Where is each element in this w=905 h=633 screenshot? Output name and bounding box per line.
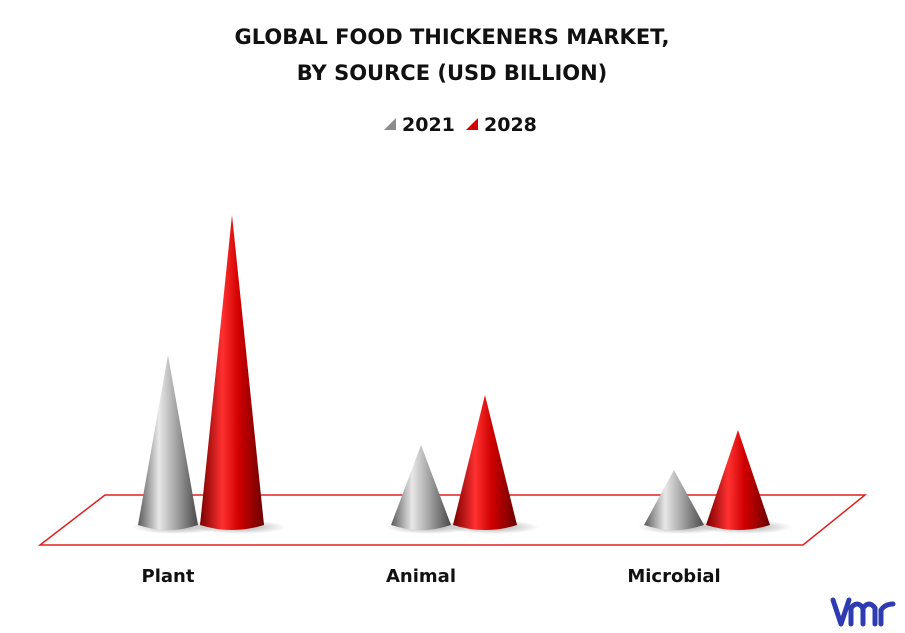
cone-microbial-2021	[638, 470, 726, 534]
cone-microbial-2028	[700, 430, 792, 534]
category-label-microbial: Microbial	[627, 566, 720, 587]
legend-item-2021: 2021	[384, 114, 455, 136]
cone-body	[644, 470, 704, 530]
cone-plant-2028	[194, 215, 286, 534]
legend-label-2028: 2028	[484, 114, 537, 136]
legend-swatch-2021	[384, 118, 396, 130]
vmr-logo-icon	[830, 597, 896, 627]
chart-title-line2: BY SOURCE (USD BILLION)	[297, 61, 608, 85]
cone-body	[453, 395, 517, 530]
chart-marks	[132, 215, 792, 534]
cone-body	[391, 445, 451, 530]
cone-animal-2021	[385, 445, 473, 534]
cone-plant-2021	[132, 355, 220, 534]
legend-label-2021: 2021	[402, 114, 455, 136]
cone-animal-2028	[447, 395, 539, 534]
legend-swatch-2028	[466, 118, 478, 130]
category-label-plant: Plant	[142, 566, 195, 587]
legend: 2021 2028	[384, 114, 537, 136]
category-labels: Plant Animal Microbial	[142, 566, 721, 587]
chart-title-line1: GLOBAL FOOD THICKENERS MARKET,	[235, 25, 670, 49]
cone-body	[138, 355, 198, 530]
legend-item-2028: 2028	[466, 114, 537, 136]
cone-body	[706, 430, 770, 530]
category-label-animal: Animal	[386, 566, 456, 587]
chart-floor	[37, 494, 868, 546]
cone-body	[200, 215, 264, 530]
